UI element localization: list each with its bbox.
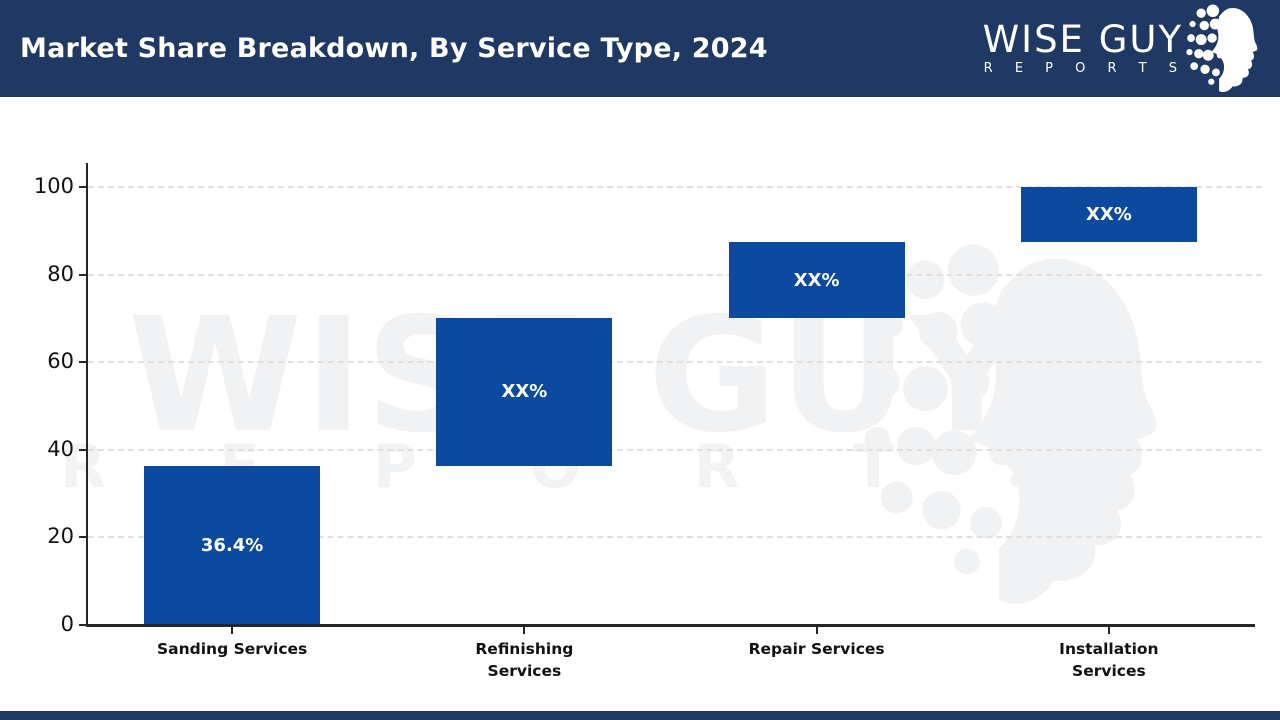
wiseguy-head-icon	[1186, 4, 1258, 92]
bar-value-label-refinishing-services: XX%	[501, 381, 548, 403]
y-tick-label-40: 40	[47, 436, 74, 461]
x-tickmark-refinishing-services	[523, 627, 526, 634]
bar-sanding-services: 36.4%	[144, 465, 321, 625]
y-tick-label-0: 0	[60, 612, 74, 636]
bar-value-label-repair-services: XX%	[793, 269, 840, 291]
bar-repair-services: XX%	[728, 241, 905, 319]
y-tickmark-20	[79, 536, 86, 539]
y-axis	[86, 163, 88, 627]
wiseguy-logo: WISE GUY R E P O R T S	[980, 3, 1280, 95]
header-banner: Market Share Breakdown, By Service Type,…	[0, 0, 1280, 97]
x-tickmark-sanding-services	[231, 627, 234, 634]
page-title: Market Share Breakdown, By Service Type,…	[20, 33, 768, 64]
y-tick-label-60: 60	[47, 349, 74, 374]
chart-canvas: WISE GUY R E P O R T S 0 20 40 60 80 100 36.4%…	[0, 97, 1280, 711]
y-tick-label-80: 80	[47, 261, 74, 286]
bar-value-label-installation-services: XX%	[1085, 203, 1132, 225]
x-tickmark-installation-services	[1107, 627, 1110, 634]
y-tick-label-20: 20	[47, 524, 74, 549]
gridline-20	[88, 536, 1262, 539]
x-tick-label-repair-services: Repair Services	[748, 640, 885, 658]
y-tick-label-100: 100	[33, 174, 74, 198]
footer-bar	[0, 711, 1280, 720]
bar-refinishing-services: XX%	[436, 318, 613, 466]
y-tickmark-100	[79, 186, 86, 188]
y-tickmark-60	[79, 361, 86, 364]
gridline-80	[88, 273, 1262, 276]
x-axis	[86, 624, 1255, 627]
gridline-40	[88, 448, 1262, 451]
x-tick-label-installation-services: Installation Services	[1059, 640, 1159, 680]
wiseguy-logo-text: WISE GUY R E P O R T S	[980, 21, 1186, 76]
y-tickmark-80	[79, 273, 86, 276]
x-tickmark-repair-services	[815, 627, 818, 634]
x-tick-label-sanding-services: Sanding Services	[156, 640, 308, 658]
bar-value-label-sanding-services: 36.4%	[200, 534, 264, 556]
logo-wordmark: WISE GUY	[982, 18, 1184, 61]
x-tick-label-refinishing-services: Refinishing Services	[475, 640, 574, 680]
y-tickmark-0	[79, 624, 86, 626]
y-tickmark-40	[79, 448, 86, 451]
gridline-100	[88, 186, 1262, 188]
watermark-head-icon	[864, 244, 1157, 604]
gridline-60	[88, 361, 1262, 364]
logo-subtitle: R E P O R T S	[983, 61, 1186, 76]
bar-installation-services: XX%	[1020, 187, 1197, 242]
